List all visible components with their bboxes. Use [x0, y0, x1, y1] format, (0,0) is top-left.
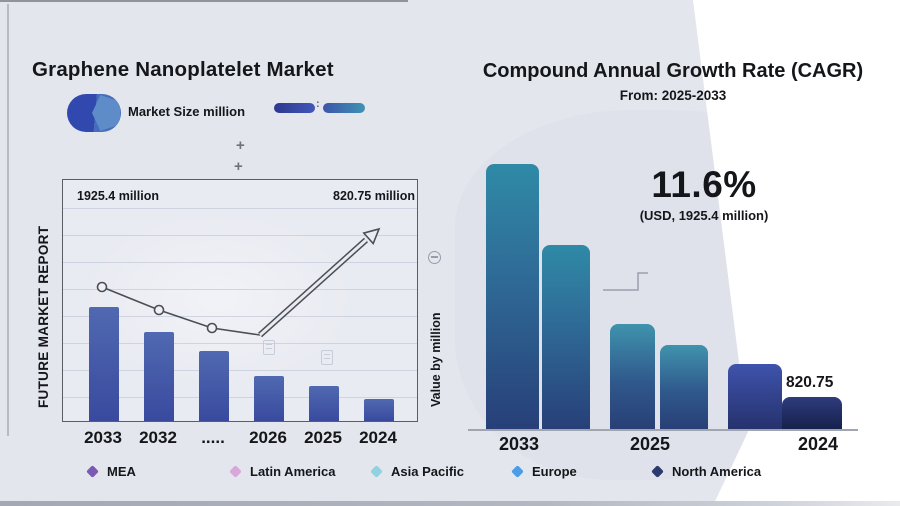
step-connector-line	[603, 272, 648, 291]
market-size-bar	[364, 399, 394, 421]
cagr-bar	[542, 245, 590, 430]
right-chart-axis-line	[468, 429, 858, 431]
x-axis-tick-label: .....	[201, 428, 225, 447]
legend-diamond-icon	[370, 464, 383, 478]
cagr-bar	[728, 364, 782, 430]
clipboard-icon	[263, 340, 275, 355]
page-title: Graphene Nanoplatelet Market	[32, 58, 334, 81]
legend-pill-separator: :	[316, 98, 320, 110]
market-size-chart-panel: 1925.4 million 820.75 million	[62, 179, 418, 422]
x-axis-tick-label: 2025	[304, 428, 342, 447]
x-axis-tick-label: 2032	[139, 428, 177, 447]
market-size-bar	[144, 332, 174, 421]
trend-arrow-icon	[362, 227, 381, 245]
max-value-label: 1925.4 million	[77, 189, 159, 203]
legend-pill-navy	[274, 103, 315, 113]
legend-diamond-icon	[86, 464, 99, 478]
legend-item-mea: MEA	[86, 463, 136, 479]
clipboard-icon	[321, 350, 333, 365]
legend-item-latin-america: Latin America	[229, 463, 336, 479]
legend-item-north-america: North America	[651, 463, 762, 479]
cylinder-icon-facet	[92, 95, 120, 131]
legend-item-europe: Europe	[511, 463, 577, 479]
circle-dash-icon	[428, 251, 441, 264]
bottom-border-strip	[0, 501, 900, 506]
x-axis-tick-label: 2026	[249, 428, 287, 447]
x-axis-tick-label: 2025	[629, 434, 671, 454]
legend-item-asia-pacific: Asia Pacific	[370, 463, 464, 479]
x-axis-tick-label: 2024	[797, 434, 839, 454]
cagr-caption: (USD, 1925.4 million)	[639, 208, 769, 223]
cagr-bar	[486, 164, 539, 430]
cagr-bar	[782, 397, 842, 430]
legend-diamond-icon	[511, 464, 524, 478]
legend-pill-teal	[323, 103, 365, 113]
cylinder-icon	[67, 94, 121, 132]
x-axis-tick-label: 2033	[498, 434, 540, 454]
legend-label: Europe	[532, 463, 577, 479]
plus-mark-icon: +	[234, 158, 243, 175]
legend-label: Asia Pacific	[391, 463, 464, 479]
top-border-line	[0, 0, 408, 2]
legend-label: North America	[672, 463, 762, 479]
market-size-bar	[254, 376, 284, 421]
market-size-bar	[89, 307, 119, 421]
side-watermark-label: FUTURE MARKET REPORT	[36, 225, 51, 408]
market-size-legend-label: Market Size million	[128, 104, 246, 119]
legend-label: Latin America	[250, 463, 336, 479]
trend-line-overlay	[96, 227, 381, 338]
x-axis-tick-label: 2024	[359, 428, 397, 447]
cagr-title: Compound Annual Growth Rate (CAGR)	[482, 60, 864, 82]
legend-diamond-icon	[229, 464, 242, 478]
left-border-line	[7, 4, 9, 436]
market-size-bar	[309, 386, 339, 421]
cagr-value: 11.6%	[651, 164, 757, 205]
min-value-label: 820.75 million	[333, 189, 415, 203]
value-axis-label: Value by million	[429, 312, 443, 407]
market-size-bar	[199, 351, 229, 421]
left-chart-x-axis-labels: 2033 2032..... 2026 2025 2024	[62, 428, 418, 448]
legend-label: MEA	[107, 463, 136, 479]
cagr-bar	[660, 345, 708, 430]
legend-diamond-icon	[651, 464, 664, 478]
x-axis-tick-label: 2033	[84, 428, 122, 447]
plus-mark-icon: +	[236, 137, 245, 154]
cagr-bar	[610, 324, 655, 430]
cagr-subtitle: From: 2025-2033	[619, 88, 727, 103]
bar-data-label: 820.75	[786, 374, 834, 391]
